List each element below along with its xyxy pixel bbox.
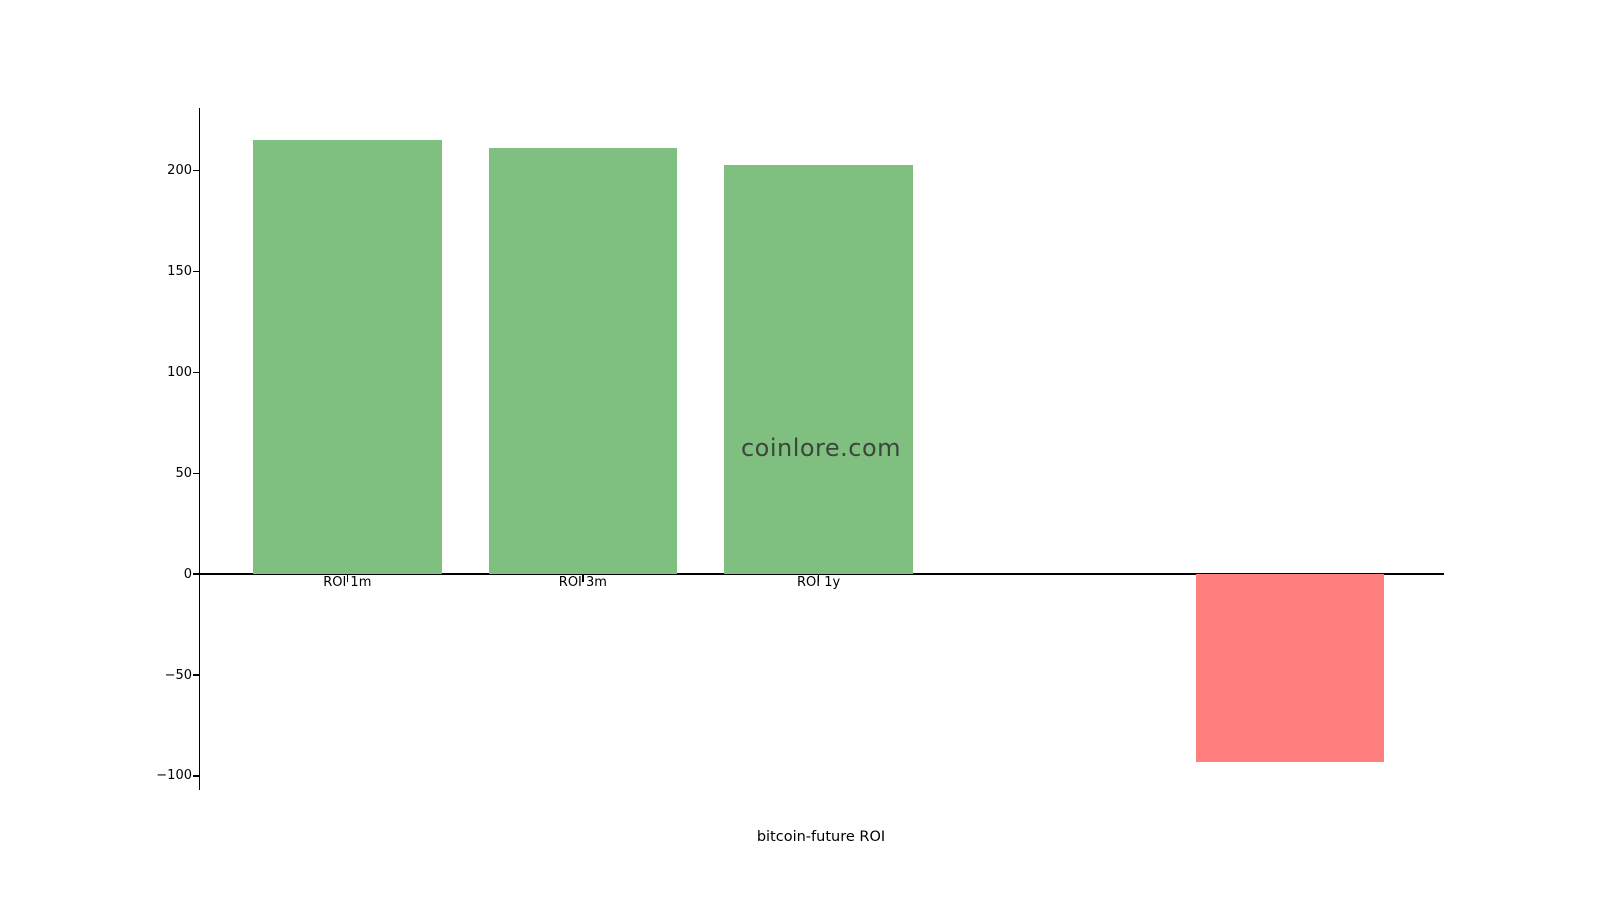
x-tick-mark [582,574,584,582]
y-tick-label: 50 [175,465,192,481]
x-tick-mark [817,574,820,582]
y-tick-label: 150 [167,263,192,279]
y-tick-mark [192,169,200,172]
y-tick-mark [192,573,200,575]
bar-roi-1m [253,140,442,575]
bar-roi-1y [724,164,913,575]
x-tick-label: ROI 1y [796,575,841,590]
y-tick-label: −50 [164,667,192,683]
y-tick-label: 0 [183,566,192,582]
bar-roi-3m [488,148,678,575]
y-axis-line [198,108,200,790]
watermark-text: coinlore.com [740,434,902,462]
y-tick-label: 200 [167,163,192,179]
x-tick-label: ROI 1m [323,575,372,590]
y-tick-mark [192,674,200,676]
bar-unlabeled [1195,574,1385,762]
x-tick-label: ROI 3m [558,575,607,590]
y-tick-label: 100 [167,364,192,380]
x-tick-mark [346,574,348,582]
y-tick-mark [192,371,200,374]
y-tick-mark [192,472,200,474]
y-tick-mark [192,775,200,777]
chart-xlabel: bitcoin-future ROI [756,829,886,845]
y-tick-label: −100 [156,768,192,784]
y-tick-mark [192,270,200,273]
